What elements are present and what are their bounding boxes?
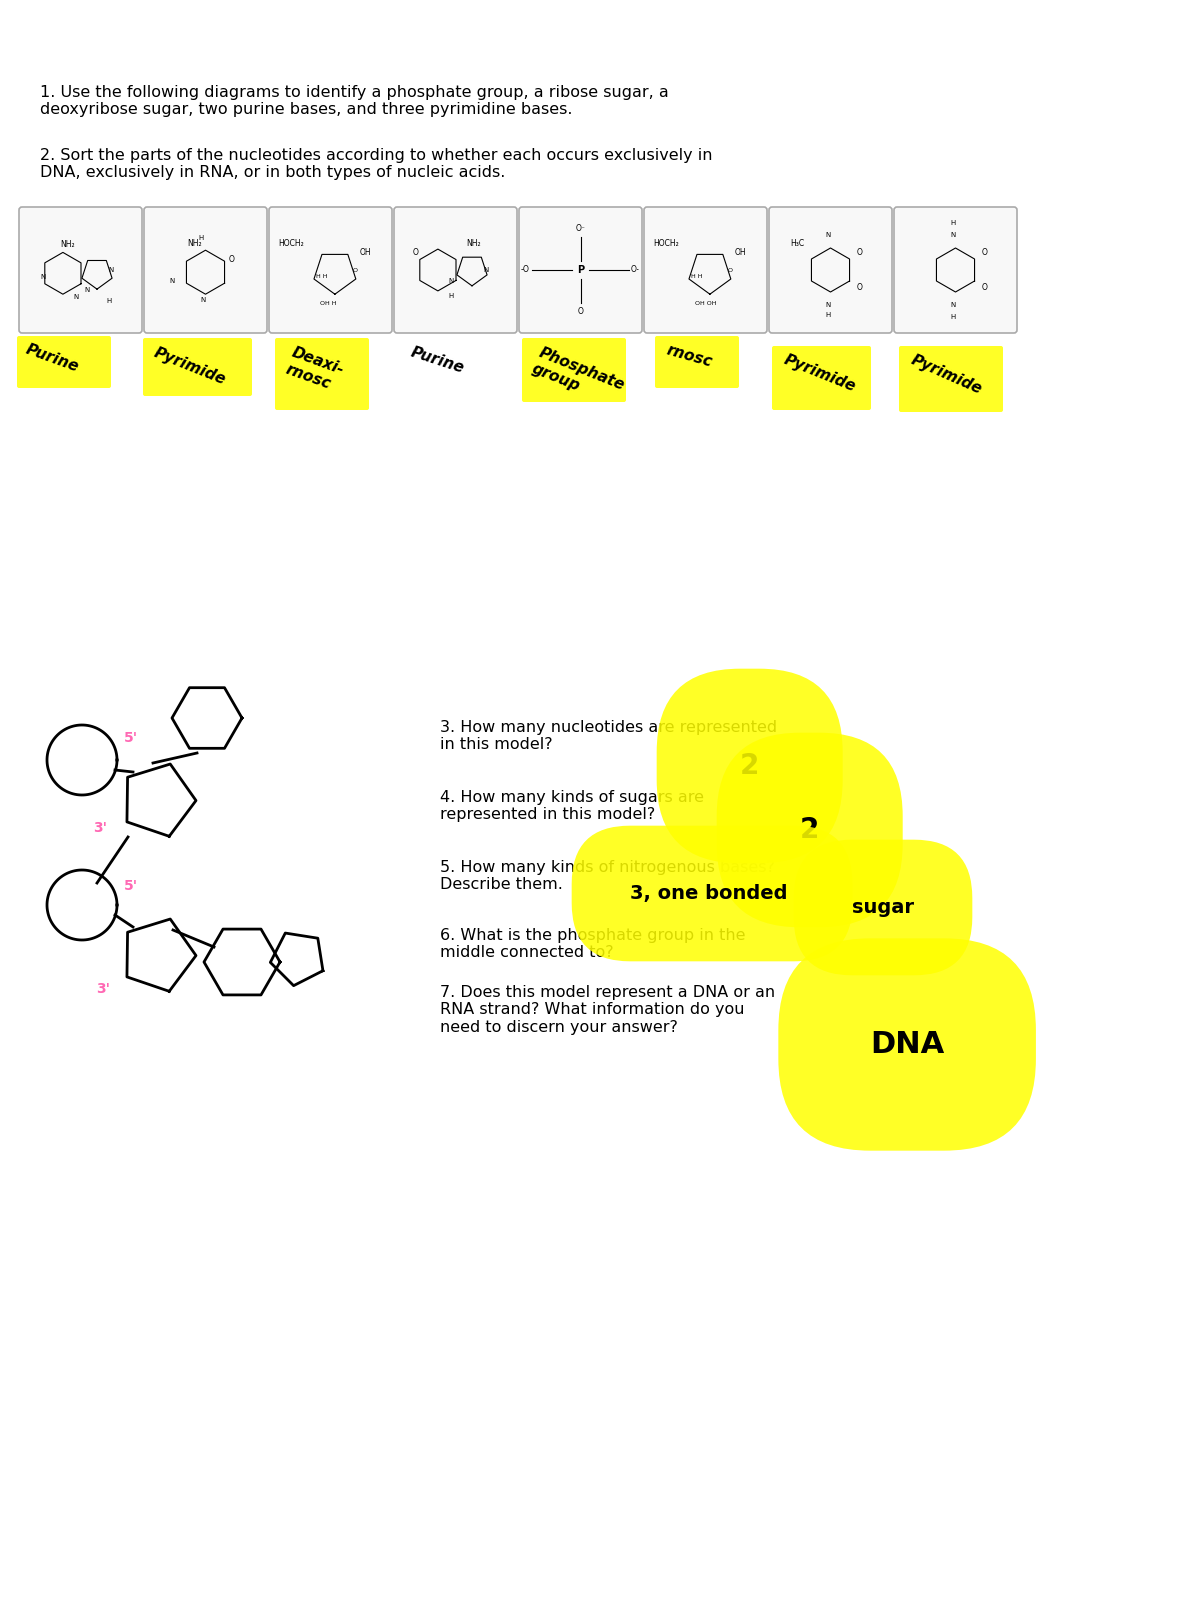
Text: N: N — [200, 298, 206, 302]
Text: H: H — [826, 312, 830, 318]
Text: 4. How many kinds of sugars are
represented in this model?: 4. How many kinds of sugars are represen… — [440, 790, 704, 822]
FancyBboxPatch shape — [899, 346, 1003, 411]
Text: 3': 3' — [94, 821, 107, 835]
FancyBboxPatch shape — [772, 346, 871, 410]
Text: DNA: DNA — [870, 1030, 944, 1059]
Text: N: N — [826, 302, 830, 309]
Text: Phosphate
group: Phosphate group — [530, 346, 626, 410]
Text: 2. Sort the parts of the nucleotides according to whether each occurs exclusivel: 2. Sort the parts of the nucleotides acc… — [40, 149, 713, 181]
Text: 2: 2 — [800, 816, 820, 845]
Text: 2: 2 — [740, 752, 760, 781]
Text: H H: H H — [691, 274, 702, 278]
Text: H: H — [449, 293, 454, 299]
Text: O: O — [982, 283, 988, 293]
Text: P: P — [577, 266, 584, 275]
Text: Pyrimide: Pyrimide — [910, 352, 985, 397]
FancyBboxPatch shape — [269, 206, 392, 333]
Text: OH: OH — [360, 248, 372, 258]
Text: O: O — [982, 248, 988, 258]
FancyBboxPatch shape — [894, 206, 1018, 333]
Text: 5. How many kinds of nitrogenous bases?
Describe them.: 5. How many kinds of nitrogenous bases? … — [440, 861, 775, 893]
Text: N: N — [41, 274, 46, 280]
Text: 5': 5' — [124, 731, 138, 746]
Text: OH H: OH H — [320, 301, 336, 306]
FancyBboxPatch shape — [143, 338, 252, 395]
Text: O: O — [413, 248, 419, 258]
Text: H H: H H — [316, 274, 328, 278]
Text: OH OH: OH OH — [695, 301, 716, 306]
Text: N: N — [950, 302, 956, 309]
Text: N: N — [826, 232, 830, 238]
Text: O: O — [353, 267, 358, 272]
Text: Pyrimide: Pyrimide — [782, 352, 858, 395]
Text: O: O — [856, 283, 862, 293]
Text: NH₂: NH₂ — [187, 238, 202, 248]
Text: sugar: sugar — [852, 898, 914, 917]
Text: N: N — [170, 278, 175, 285]
Text: H₃C: H₃C — [791, 238, 804, 248]
Text: N: N — [109, 267, 114, 274]
Text: N: N — [950, 232, 956, 238]
Text: 3, one bonded: 3, one bonded — [630, 883, 794, 902]
Text: Pyrimide: Pyrimide — [152, 346, 228, 387]
FancyBboxPatch shape — [144, 206, 266, 333]
Text: H: H — [198, 235, 204, 240]
Text: Purine: Purine — [409, 346, 467, 376]
FancyBboxPatch shape — [655, 336, 739, 387]
Text: O: O — [577, 307, 583, 317]
FancyBboxPatch shape — [19, 206, 142, 333]
Text: N: N — [484, 267, 488, 274]
Text: 6. What is the phosphate group in the
middle connected to?: 6. What is the phosphate group in the mi… — [440, 928, 745, 960]
Text: Deaxi-
rnosc: Deaxi- rnosc — [284, 346, 347, 394]
Text: O: O — [229, 254, 235, 264]
FancyBboxPatch shape — [644, 206, 767, 333]
FancyBboxPatch shape — [394, 206, 517, 333]
FancyBboxPatch shape — [275, 338, 370, 410]
Text: 1. Use the following diagrams to identify a phosphate group, a ribose sugar, a
d: 1. Use the following diagrams to identif… — [40, 85, 668, 117]
FancyBboxPatch shape — [17, 336, 112, 387]
Text: O: O — [856, 248, 862, 258]
Text: NH₂: NH₂ — [60, 240, 74, 250]
Text: H: H — [107, 298, 112, 304]
Text: O: O — [727, 267, 732, 272]
Text: 5': 5' — [124, 878, 138, 893]
Text: O⁻: O⁻ — [576, 224, 586, 232]
FancyBboxPatch shape — [522, 338, 626, 402]
Text: -O: -O — [521, 266, 530, 275]
Text: rnosc: rnosc — [665, 342, 714, 370]
Text: OH: OH — [734, 248, 746, 258]
Text: 3': 3' — [96, 982, 110, 995]
FancyBboxPatch shape — [520, 206, 642, 333]
Text: 7. Does this model represent a DNA or an
RNA strand? What information do you
nee: 7. Does this model represent a DNA or an… — [440, 986, 775, 1035]
Text: HOCH₂: HOCH₂ — [278, 238, 304, 248]
Text: N: N — [84, 286, 90, 293]
Text: HOCH₂: HOCH₂ — [653, 238, 679, 248]
Text: Purine: Purine — [24, 342, 82, 374]
Text: H: H — [950, 219, 956, 226]
Text: N: N — [449, 278, 454, 285]
Text: 3. How many nucleotides are represented
in this model?: 3. How many nucleotides are represented … — [440, 720, 778, 752]
FancyBboxPatch shape — [769, 206, 892, 333]
Text: NH₂: NH₂ — [466, 238, 480, 248]
Text: O-: O- — [631, 266, 640, 275]
Text: N: N — [73, 294, 79, 299]
Text: H: H — [950, 314, 956, 320]
